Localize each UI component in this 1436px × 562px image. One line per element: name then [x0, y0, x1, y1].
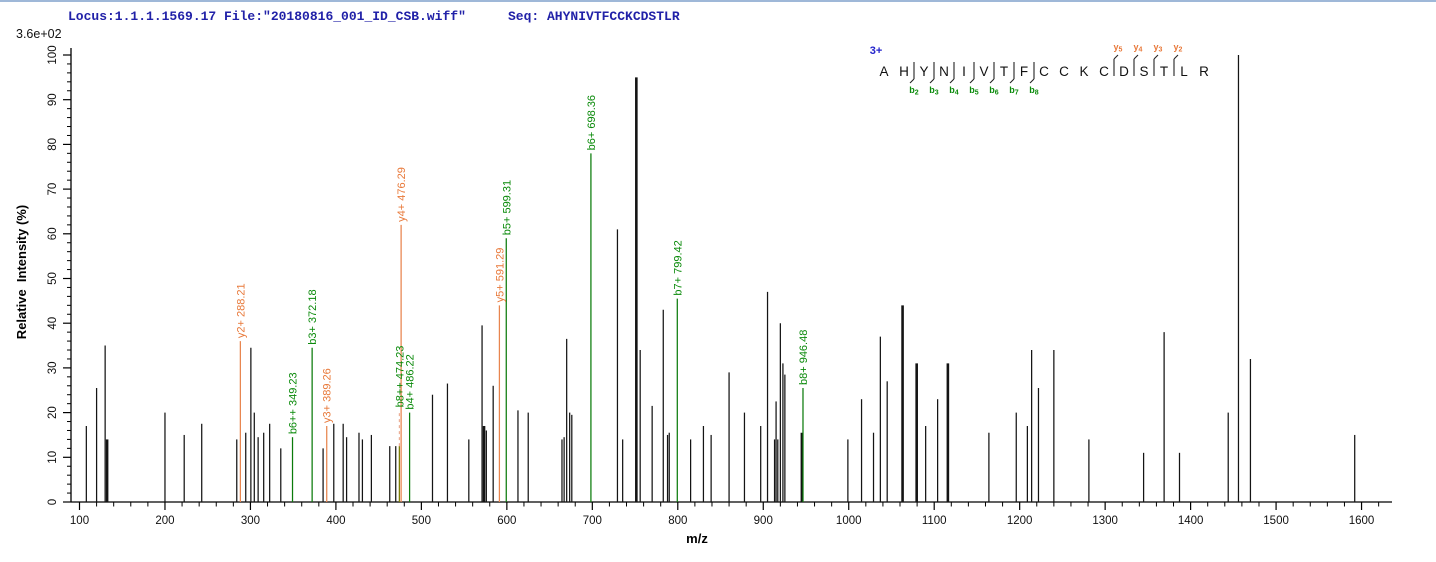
x-tick-label: 1200: [1007, 515, 1033, 527]
precursor-charge-label: 3+: [870, 45, 883, 57]
y-cut-hook: [1133, 54, 1139, 60]
b-cut-hook: [949, 78, 955, 84]
y-tick-label: 40: [47, 317, 59, 330]
ion-label: b8++ 474.23: [394, 346, 406, 408]
x-tick-label: 1000: [836, 515, 862, 527]
sequence-residue: I: [962, 64, 966, 79]
y-axis-title: Relative Intensity (%): [14, 205, 29, 339]
y-cut-hook: [1153, 54, 1159, 60]
ion-label: y5+ 591.29: [494, 248, 506, 303]
sequence-residue: T: [1160, 64, 1168, 79]
x-axis-title: m/z: [686, 531, 708, 546]
sequence-residue: A: [879, 64, 888, 79]
b-ion-label: b7: [1009, 85, 1019, 97]
x-tick-label: 800: [668, 515, 687, 527]
y-tick-label: 10: [47, 451, 59, 464]
b-ion-label: b2: [909, 85, 919, 97]
ion-label: y2+ 288.21: [235, 283, 247, 338]
y-tick-label: 30: [47, 362, 59, 375]
ion-label: b8+ 946.48: [798, 330, 810, 385]
sequence-residue: C: [1039, 64, 1049, 79]
b-cut-hook: [969, 78, 975, 84]
b-cut-hook: [1029, 78, 1035, 84]
y-ion-label: y3: [1154, 42, 1163, 54]
x-tick-label: 200: [155, 515, 174, 527]
b-ion-label: b4: [949, 85, 959, 97]
b-ion-label: b6: [989, 85, 999, 97]
sequence-residue: V: [979, 64, 988, 79]
y-tick-label: 20: [47, 406, 59, 419]
header-sequence: Seq: AHYNIVTFCCKCDSTLR: [508, 9, 680, 24]
ion-label: b6++ 349.23: [288, 372, 300, 434]
x-tick-label: 1300: [1092, 515, 1118, 527]
sequence-residue: K: [1079, 64, 1088, 79]
sequence-residue: D: [1119, 64, 1129, 79]
y-tick-label: 90: [47, 93, 59, 106]
header-bar: Locus:1.1.1.1569.17 File:"20180816_001_I…: [68, 9, 680, 24]
b-cut-hook: [989, 78, 995, 84]
header-locus-file: Locus:1.1.1.1569.17 File:"20180816_001_I…: [68, 9, 466, 24]
b-ion-label: b8: [1029, 85, 1039, 97]
x-tick-label: 700: [583, 515, 602, 527]
x-tick-label: 1500: [1263, 515, 1289, 527]
max-intensity-label: 3.6e+02: [16, 27, 62, 41]
x-axis: 100 200 300 400 500 600 700 800 900 1000 1100 1200 1…: [70, 501, 1392, 527]
sequence-residue: N: [939, 64, 949, 79]
ion-label: b6+ 698.36: [586, 95, 598, 150]
x-tick-label: 600: [497, 515, 516, 527]
sequence-residue: C: [1059, 64, 1069, 79]
x-tick-label: 1400: [1178, 515, 1204, 527]
sequence-residue: R: [1199, 64, 1209, 79]
y-ion-label: y5: [1114, 42, 1123, 54]
x-tick-label: 1100: [922, 515, 947, 527]
sequence-residue: S: [1139, 64, 1148, 79]
peak-labels: y2+ 288.21 b6++ 349.23 b3+ 372.18 y3+ 389.2…: [235, 95, 810, 434]
b-cut-hook: [929, 78, 935, 84]
sequence-residue: L: [1180, 64, 1188, 79]
y-cut-hook: [1173, 54, 1179, 60]
ion-label: y3+ 389.26: [322, 368, 334, 423]
y-axis: 0 10 20 30 40 50 60 70 80 90 100: [47, 45, 72, 505]
b-ion-label: b5: [969, 85, 979, 97]
y-tick-label: 100: [47, 45, 59, 64]
x-tick-label: 300: [241, 515, 260, 527]
sequence-residue: F: [1020, 64, 1028, 79]
b-cut-hook: [1009, 78, 1015, 84]
x-tick-label: 400: [326, 515, 345, 527]
b-ion-label: b3: [929, 85, 939, 97]
ion-label: b3+ 372.18: [307, 289, 319, 344]
b-cut-hook: [909, 78, 915, 84]
ion-label: y4+ 476.29: [396, 167, 408, 222]
y-ion-label: y4: [1134, 42, 1143, 54]
sequence-residue: Y: [919, 64, 928, 79]
sequence-residue: C: [1099, 64, 1109, 79]
y-tick-label: 80: [47, 138, 59, 151]
y-tick-label: 70: [47, 183, 59, 196]
x-tick-label: 500: [412, 515, 431, 527]
sequence-residue: H: [899, 64, 909, 79]
y-ion-label: y2: [1174, 42, 1183, 54]
ion-label: b5+ 599.31: [501, 180, 513, 235]
y-tick-label: 50: [47, 272, 59, 285]
y-tick-label: 0: [47, 499, 59, 505]
peaks[interactable]: [85, 55, 1356, 502]
window-top-border: [0, 0, 1436, 2]
x-tick-label: 900: [754, 515, 773, 527]
x-tick-label: 100: [70, 515, 89, 527]
y-tick-label: 60: [47, 227, 59, 240]
ion-label: b4+ 486.22: [405, 354, 417, 409]
x-tick-label: 1600: [1349, 515, 1375, 527]
ion-label: b7+ 799.42: [672, 240, 684, 295]
y-cut-hook: [1113, 54, 1119, 60]
sequence-residue: T: [1000, 64, 1008, 79]
